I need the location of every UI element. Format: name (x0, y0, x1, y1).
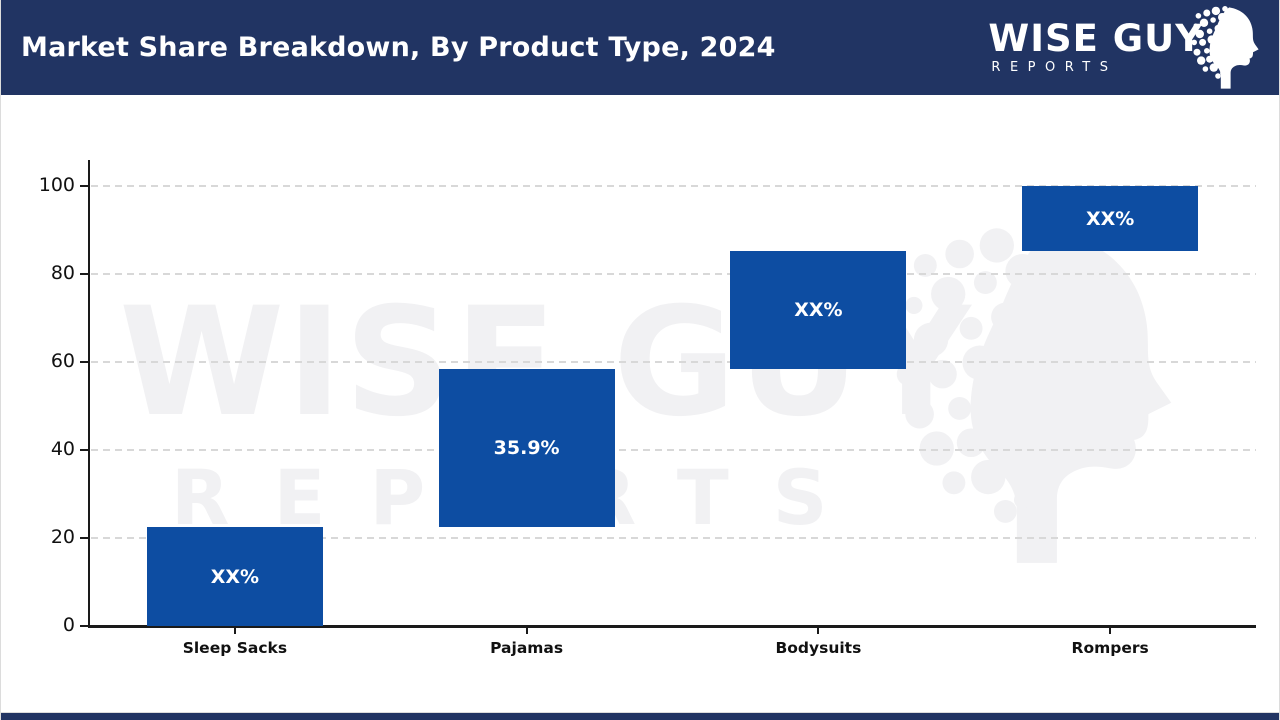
x-tick-mark-3 (817, 627, 820, 634)
y-tick-mark-20 (80, 537, 88, 539)
x-axis-label-1: Sleep Sacks (182, 639, 288, 657)
header-bar: Market Share Breakdown, By Product Type,… (1, 0, 1279, 95)
bar-value-label: XX% (210, 565, 260, 588)
y-axis-label-60: 60 (50, 350, 75, 372)
y-axis-label-0: 0 (62, 614, 75, 636)
logo-text: WISE GUY REPORTS (988, 20, 1203, 75)
x-axis (88, 625, 1256, 628)
y-axis-label-80: 80 (50, 262, 75, 284)
gridline-y-80 (91, 273, 1256, 275)
bar-pajamas: 35.9% (438, 369, 615, 528)
bar-value-label: 35.9% (493, 437, 560, 460)
gridline-y-40 (91, 449, 1256, 451)
logo: WISE GUY REPORTS (988, 5, 1263, 90)
logo-wordmark: WISE GUY (988, 17, 1203, 60)
x-axis-label-3: Bodysuits (775, 639, 862, 657)
gridline-y-20 (91, 537, 1256, 539)
y-axis (88, 160, 90, 627)
gridline-y-100 (91, 185, 1256, 187)
bar-rompers: XX% (1022, 186, 1199, 252)
page-title: Market Share Breakdown, By Product Type,… (21, 32, 776, 63)
logo-subtitle: REPORTS (991, 60, 1118, 75)
x-tick-mark-4 (1109, 627, 1112, 634)
logo-face-icon (1191, 5, 1259, 89)
x-tick-mark-2 (525, 627, 528, 634)
y-axis-label-20: 20 (50, 526, 75, 548)
x-axis-label-2: Pajamas (490, 639, 564, 657)
y-tick-mark-60 (80, 361, 88, 363)
y-tick-mark-0 (80, 625, 88, 627)
bar-value-label: XX% (794, 299, 843, 322)
y-axis-label-100: 100 (38, 174, 75, 196)
x-axis-label-4: Rompers (1071, 639, 1149, 657)
y-axis-label-40: 40 (50, 438, 75, 460)
y-tick-mark-100 (80, 185, 88, 187)
bar-sleep-sacks: XX% (146, 527, 323, 626)
gridline-y-60 (91, 361, 1256, 363)
bar-value-label: XX% (1085, 207, 1135, 230)
x-tick-mark-1 (233, 627, 236, 634)
bar-bodysuits: XX% (730, 251, 907, 370)
footer-bar (1, 712, 1279, 720)
y-tick-mark-80 (80, 273, 88, 275)
y-tick-mark-40 (80, 449, 88, 451)
